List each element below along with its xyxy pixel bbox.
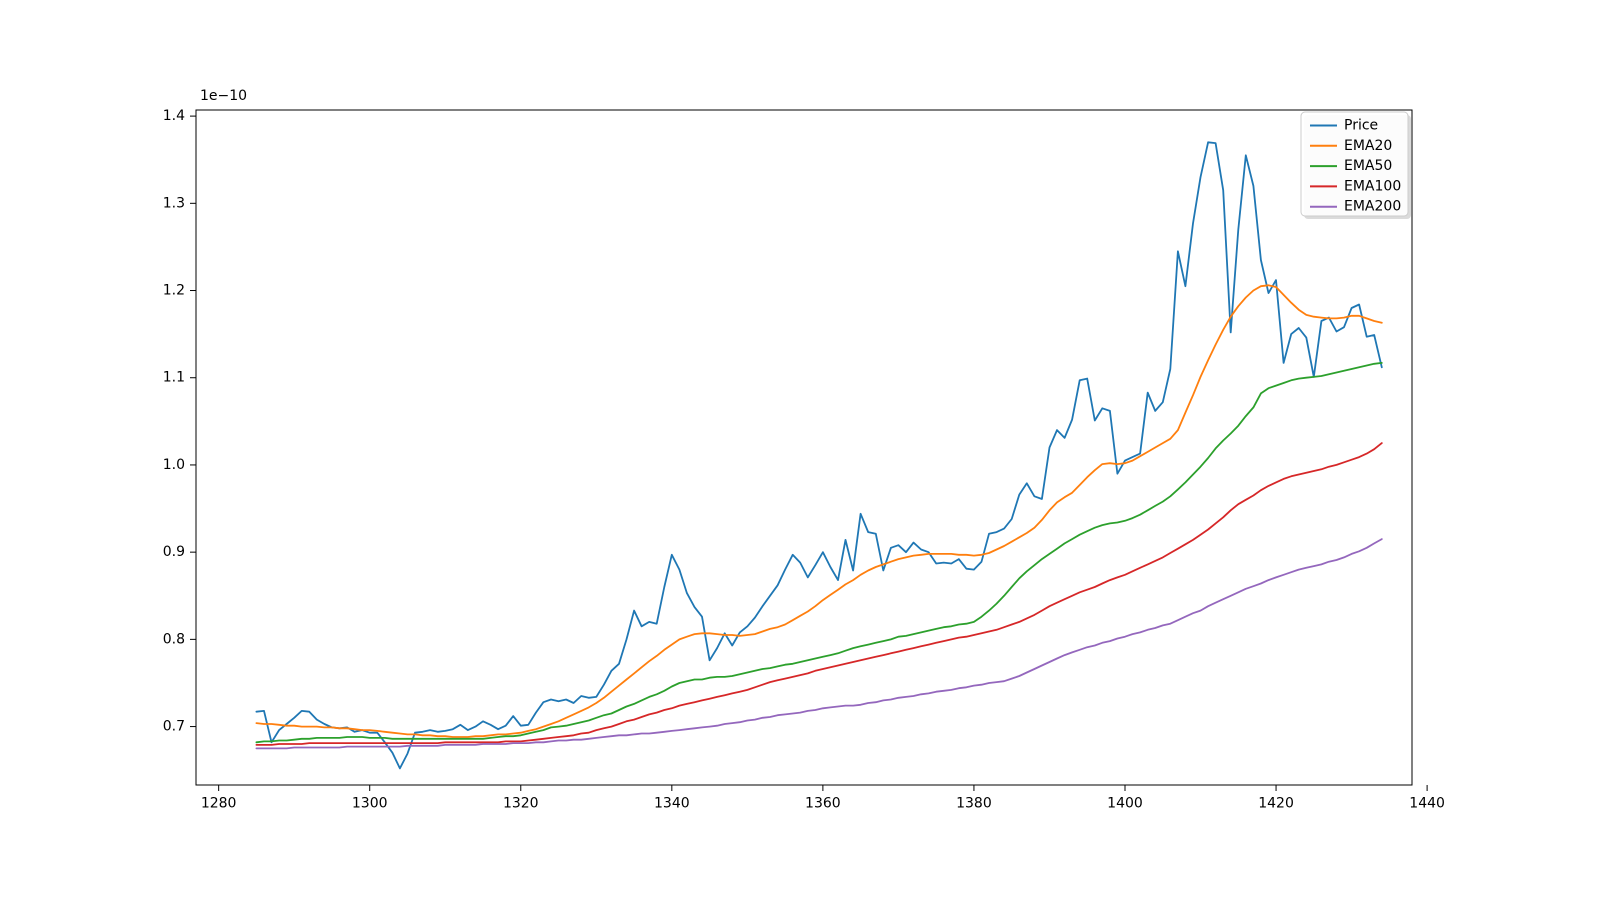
series-line-ema200 [255,538,1383,750]
x-tick-label: 1300 [352,796,388,812]
legend-label-ema100: EMA100 [1344,178,1401,194]
y-tick-label: 1.2 [163,283,185,299]
y-tick-label: 0.9 [163,544,185,560]
series-line-price [255,141,1383,770]
y-tick-label: 1.1 [163,370,185,386]
y-tick-label: 0.7 [163,719,185,735]
legend-label-ema20: EMA20 [1344,138,1392,154]
legend-label-ema50: EMA50 [1344,158,1392,174]
y-tick-label: 1.0 [163,457,185,473]
x-tick-label: 1440 [1409,796,1445,812]
legend-box [1300,111,1409,217]
x-tick-label: 1320 [503,796,539,812]
legend-label-ema200: EMA200 [1344,199,1401,215]
x-tick-label: 1280 [201,796,237,812]
x-tick-label: 1400 [1107,796,1143,812]
y-tick-label: 1.3 [163,195,185,211]
series-line-ema20 [255,284,1383,738]
y-axis-offset-label: 1e−10 [200,88,248,104]
y-tick-label: 0.8 [163,631,185,647]
series-line-ema100 [255,442,1383,746]
legend-label-price: Price [1344,118,1378,134]
series-line-ema50 [255,361,1383,744]
x-tick-label: 1340 [654,796,690,812]
y-tick-label: 1.4 [163,108,185,124]
axes-frame [195,109,1413,786]
x-tick-label: 1420 [1258,796,1294,812]
x-tick-label: 1360 [805,796,841,812]
x-tick-label: 1380 [956,796,992,812]
